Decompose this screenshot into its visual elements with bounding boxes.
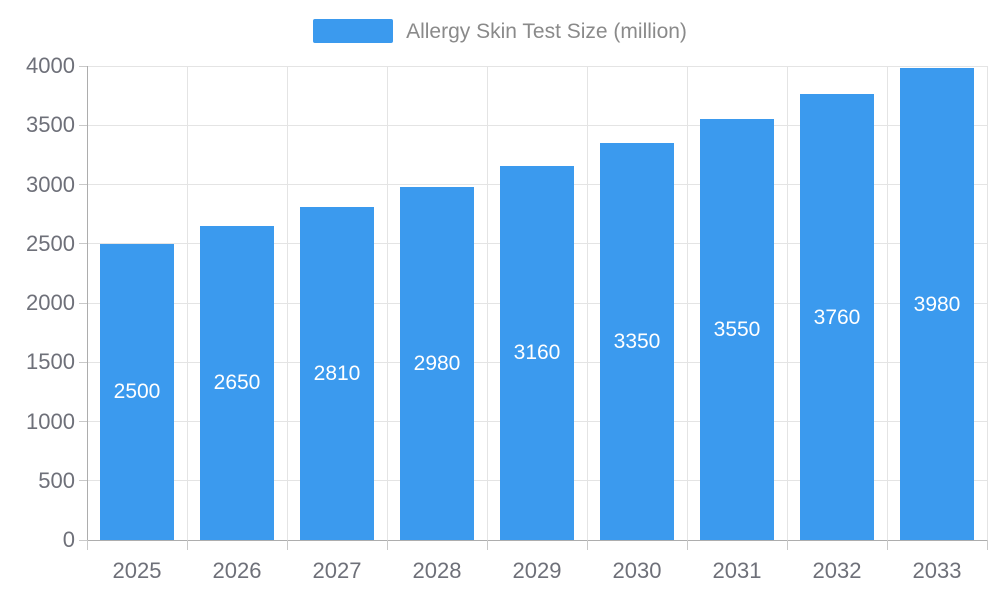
y-tick-label: 3500: [26, 112, 75, 138]
x-tick-label: 2029: [512, 558, 562, 583]
grid-line-vertical: [586, 66, 588, 540]
x-axis-tick: [386, 540, 388, 550]
x-axis-tick: [886, 540, 888, 550]
grid-line-vertical: [286, 66, 288, 540]
y-tick-label: 1500: [26, 349, 75, 375]
grid-line-vertical: [186, 66, 188, 540]
x-axis-tick: [786, 540, 788, 550]
bar: [200, 225, 274, 540]
grid-line-vertical: [486, 66, 488, 540]
y-axis-tick: [79, 124, 87, 126]
x-axis-tick: [586, 540, 588, 550]
y-axis-tick: [79, 421, 87, 422]
y-axis-tick: [79, 65, 87, 67]
x-axis-tick: [286, 540, 288, 550]
bar-value-label: 2500: [113, 380, 161, 404]
y-axis-line: [86, 66, 88, 550]
x-tick-label: 2033: [912, 558, 962, 583]
y-tick-label: 4000: [26, 53, 75, 78]
bar: [100, 243, 174, 540]
grid-line-vertical: [686, 66, 688, 540]
x-tick-label: 2026: [212, 558, 262, 583]
bar: [800, 94, 874, 540]
legend-swatch: [313, 19, 394, 43]
x-tick-label: 2032: [812, 558, 862, 583]
x-tick-label: 2025: [112, 558, 162, 583]
x-axis-tick: [486, 540, 488, 550]
x-tick-label: 2027: [312, 558, 362, 583]
x-axis-line: [87, 539, 988, 541]
x-axis-tick: [686, 540, 688, 550]
x-axis-tick: [86, 540, 88, 550]
y-axis-tick: [79, 361, 87, 363]
bar-value-label: 2980: [413, 351, 461, 375]
bar: [700, 119, 774, 540]
y-axis-tick: [79, 243, 87, 245]
x-tick-label: 2031: [712, 558, 762, 583]
y-tick-label: 2000: [26, 290, 75, 315]
legend: Allergy Skin Test Size (million): [0, 16, 1000, 46]
bar-value-label: 3350: [613, 330, 661, 353]
bar-value-label: 3980: [913, 292, 961, 316]
x-tick-label: 2030: [612, 558, 662, 583]
bar-value-label: 3160: [513, 341, 561, 365]
bar: [500, 165, 574, 540]
grid-line-vertical: [886, 66, 888, 540]
y-axis-tick: [79, 539, 87, 541]
y-axis-tick: [79, 184, 87, 185]
bar-value-label: 2650: [213, 371, 261, 395]
x-tick-label: 2028: [412, 558, 462, 583]
grid-line-vertical: [986, 66, 988, 540]
y-tick-label: 3000: [26, 171, 75, 197]
bar-value-label: 3550: [713, 318, 761, 342]
y-axis-tick: [79, 480, 87, 482]
y-tick-label: 0: [62, 527, 75, 552]
x-axis-tick: [186, 540, 188, 550]
grid-line-horizontal: [87, 124, 987, 126]
legend-label: Allergy Skin Test Size (million): [406, 19, 687, 43]
y-tick-label: 500: [38, 467, 75, 493]
grid-line-vertical: [786, 66, 788, 540]
plot-area: 2500 2650 2810 2980 3160 3350 3550 3760 3980: [87, 65, 988, 540]
bar: [900, 68, 974, 540]
bar: [300, 207, 374, 540]
grid-line-horizontal: [87, 65, 987, 67]
bar: [400, 186, 474, 540]
y-axis-tick: [79, 302, 87, 304]
grid-line-vertical: [386, 66, 388, 540]
y-tick-label: 1000: [26, 408, 75, 434]
x-axis-tick: [986, 540, 988, 550]
bar-value-label: 3760: [813, 305, 861, 329]
bar-value-label: 2810: [313, 362, 361, 385]
y-tick-label: 2500: [26, 230, 75, 256]
bar: [600, 143, 674, 540]
